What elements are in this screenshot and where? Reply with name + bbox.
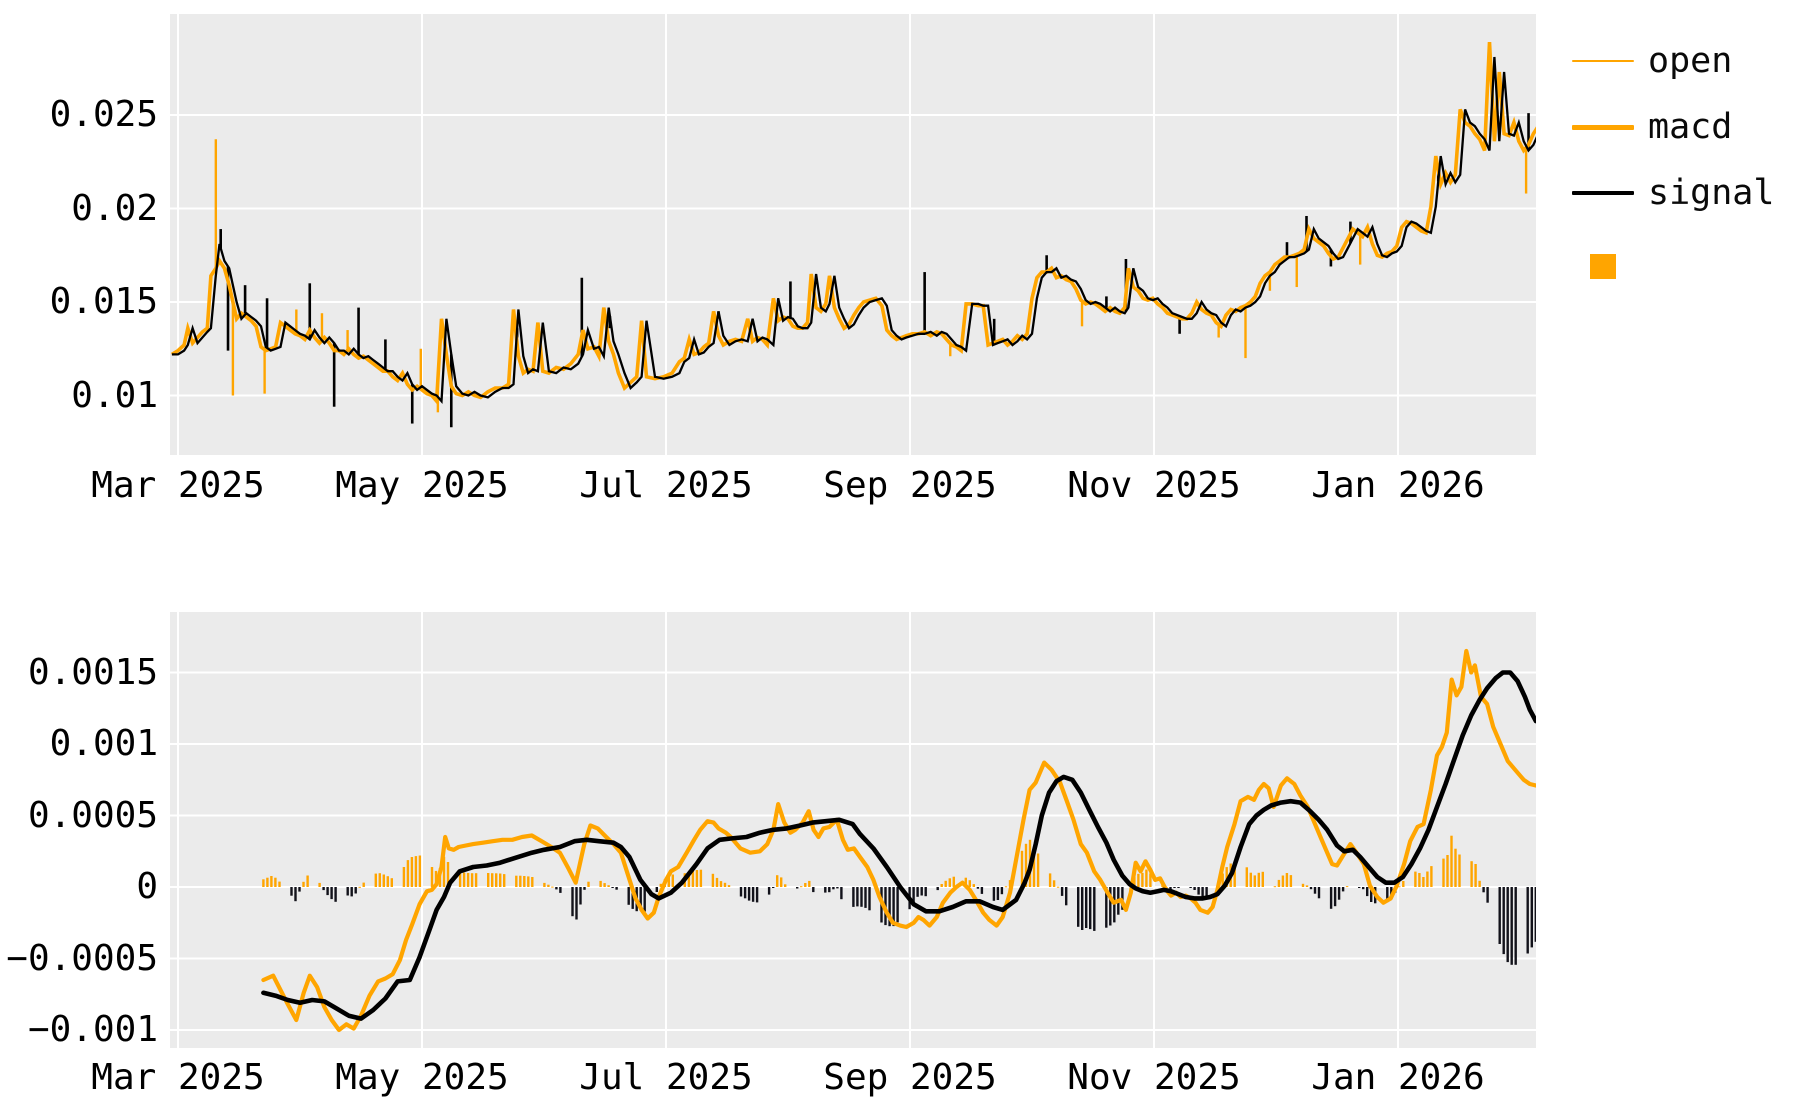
macd-x-tick-label: Jan 2026 [1311, 1057, 1485, 1098]
macd-x-tick-label: Jul 2025 [579, 1057, 753, 1098]
price-y-tick-label: 0.025 [49, 94, 158, 135]
price-x-tick-label: Mar 2025 [91, 465, 265, 506]
price-y-tick-label: 0.015 [49, 281, 158, 322]
macd-y-tick-label: 0.001 [49, 723, 158, 764]
macd-x-tick-label: Mar 2025 [91, 1057, 265, 1098]
legend-label-macd: macd [1648, 107, 1733, 147]
legend-item-histogram [1556, 226, 1800, 292]
price-x-tick-label: Nov 2025 [1067, 465, 1241, 506]
macd-line-icon [1572, 124, 1634, 130]
price-x-tick-label: Jul 2025 [579, 465, 753, 506]
macd-x-tick-label: Sep 2025 [823, 1057, 997, 1098]
price-panel-lines [170, 42, 1536, 428]
macd-y-tick-label: 0 [136, 866, 158, 907]
legend-item-open: open [1556, 28, 1800, 94]
price-panel [170, 14, 1536, 455]
legend: open macd signal [1556, 28, 1800, 292]
price-x-tick-label: Sep 2025 [823, 465, 997, 506]
macd-y-tick-label: 0.0015 [27, 651, 158, 693]
open-line-icon [1572, 59, 1634, 63]
signal-line-icon [1572, 191, 1634, 195]
macd-histogram [262, 835, 1536, 965]
histogram-swatch-icon [1590, 253, 1616, 279]
legend-label-open: open [1648, 41, 1733, 81]
price-x-tick-label: May 2025 [335, 465, 509, 506]
price-y-tick-label: 0.01 [71, 374, 158, 416]
signal-price-line [171, 56, 1536, 404]
macd-x-tick-label: Nov 2025 [1067, 1057, 1241, 1098]
macd-y-tick-label: 0.0005 [27, 794, 158, 836]
price-x-tick-label: Jan 2026 [1311, 465, 1485, 506]
legend-item-macd: macd [1556, 94, 1800, 160]
macd-panel-lines [261, 648, 1536, 1033]
legend-item-signal: signal [1556, 160, 1800, 226]
macd-panel [170, 612, 1536, 1048]
signal-line [261, 670, 1536, 1021]
macd-y-tick-label: −0.001 [27, 1009, 158, 1050]
macd-x-tick-label: May 2025 [335, 1057, 509, 1098]
legend-label-signal: signal [1648, 173, 1775, 213]
price-y-tick-label: 0.02 [71, 187, 158, 229]
macd-y-tick-label: −0.0005 [6, 937, 158, 979]
